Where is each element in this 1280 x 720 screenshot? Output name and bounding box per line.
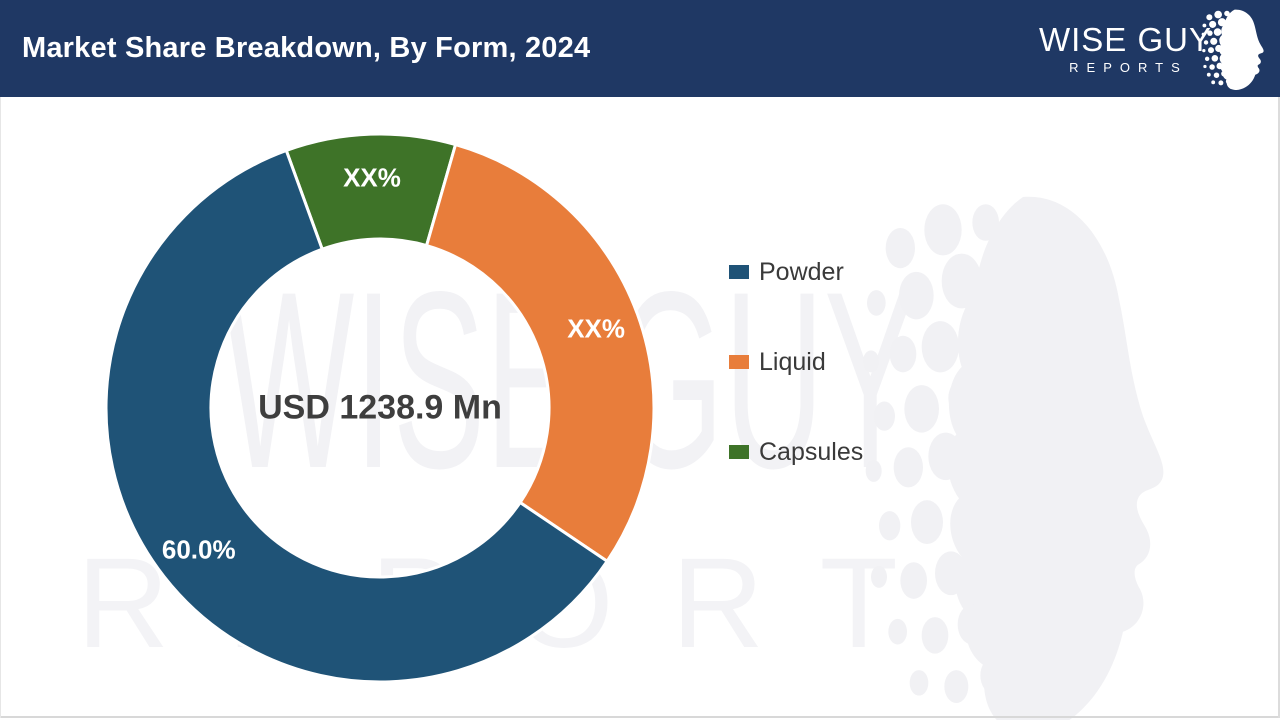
legend-label-liquid: Liquid [759,347,826,376]
legend-swatch-powder [729,265,749,279]
legend-label-capsules: Capsules [759,437,864,466]
segment-value-label-powder: 60.0% [161,534,236,565]
legend-item-liquid: Liquid [729,347,863,377]
legend-item-powder: Powder [729,257,863,287]
donut-rings [104,132,656,684]
header-bar: Market Share Breakdown, By Form, 2024 WI… [0,0,1280,97]
bottom-border-line [0,716,1280,718]
left-border-line [0,97,1,718]
donut-segment-powder [104,149,609,684]
chart-legend: Powder Liquid Capsules [729,257,863,527]
donut-segment-liquid [425,143,656,563]
legend-item-capsules: Capsules [729,437,863,467]
legend-label-powder: Powder [759,257,844,286]
page-title: Market Share Breakdown, By Form, 2024 [22,32,591,64]
logo-subtitle: REPORTS [1069,59,1188,75]
logo-text: WISE GUY REPORTS [1039,23,1212,75]
segment-value-label-capsules: XX% [343,162,401,193]
right-border-line [1278,97,1280,718]
legend-swatch-liquid [729,355,749,369]
logo-wordmark: WISE GUY [1038,20,1212,58]
wise-guy-reports-logo: WISE GUY REPORTS [1039,0,1266,97]
segment-value-label-liquid: XX% [567,313,626,344]
chart-center-value: USD 1238.9 Mn [258,388,502,427]
logo-face-icon [1200,8,1266,90]
legend-swatch-capsules [729,445,749,459]
